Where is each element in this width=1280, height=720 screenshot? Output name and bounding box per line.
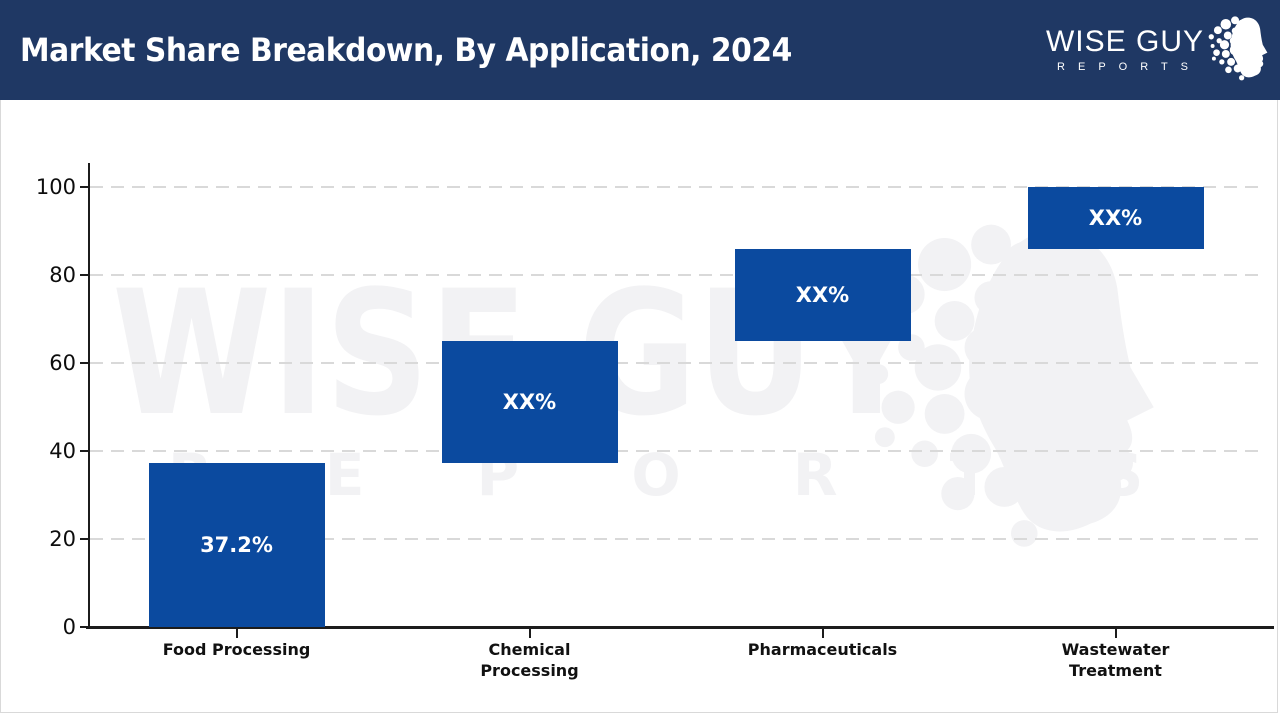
- y-axis-tick: [80, 186, 90, 188]
- x-axis-tick: [1114, 629, 1117, 638]
- bar-value-label: XX%: [502, 390, 557, 415]
- logo-subtitle: R E P O R T S: [1057, 61, 1193, 73]
- x-axis: [86, 626, 1274, 629]
- x-axis-category-label: Pharmaceuticals: [747, 640, 898, 659]
- y-axis-tick-label: 80: [49, 263, 76, 287]
- bar-value-label: XX%: [1088, 205, 1143, 230]
- y-axis-tick: [80, 362, 90, 364]
- bar-food-processing: [148, 463, 325, 627]
- gridline: [90, 186, 1262, 188]
- bar-chemical-processing: [441, 341, 618, 464]
- gridline: [90, 362, 1262, 364]
- x-axis-category-label: Food Processing: [162, 640, 311, 659]
- logo-wordmark: WISE GUY: [1045, 25, 1204, 58]
- gridline: [90, 538, 1262, 540]
- x-axis-category-label: Chemical Processing: [480, 640, 579, 680]
- y-axis-tick-label: 20: [49, 527, 76, 551]
- bar-value-label: XX%: [795, 282, 850, 307]
- y-axis: [88, 163, 90, 629]
- bar-wastewater-treatment: [1027, 187, 1204, 249]
- x-axis-tick: [235, 629, 238, 638]
- page-title: Market Share Breakdown, By Application, …: [20, 31, 792, 69]
- y-axis-tick-label: 0: [62, 615, 76, 639]
- bar-value-label: 37.2%: [200, 533, 273, 558]
- y-axis-tick: [80, 626, 90, 628]
- x-axis-tick: [528, 629, 531, 638]
- y-axis-tick-label: 40: [49, 439, 76, 463]
- y-axis-tick: [80, 538, 90, 540]
- logo-text: WISE GUY R E P O R T S: [1045, 25, 1204, 74]
- y-axis-tick-label: 60: [49, 351, 76, 375]
- gridline: [90, 450, 1262, 452]
- bar-pharmaceuticals: [734, 248, 911, 341]
- y-axis-tick-label: 100: [35, 175, 76, 199]
- y-axis-tick: [80, 450, 90, 452]
- gridline: [90, 274, 1262, 276]
- x-axis-category-label: Wastewater Treatment: [1061, 640, 1170, 680]
- y-axis-tick: [80, 274, 90, 276]
- x-axis-tick: [821, 629, 824, 638]
- header: Market Share Breakdown, By Application, …: [0, 0, 1280, 100]
- wise-guy-logo: WISE GUY R E P O R T S: [1046, 14, 1272, 86]
